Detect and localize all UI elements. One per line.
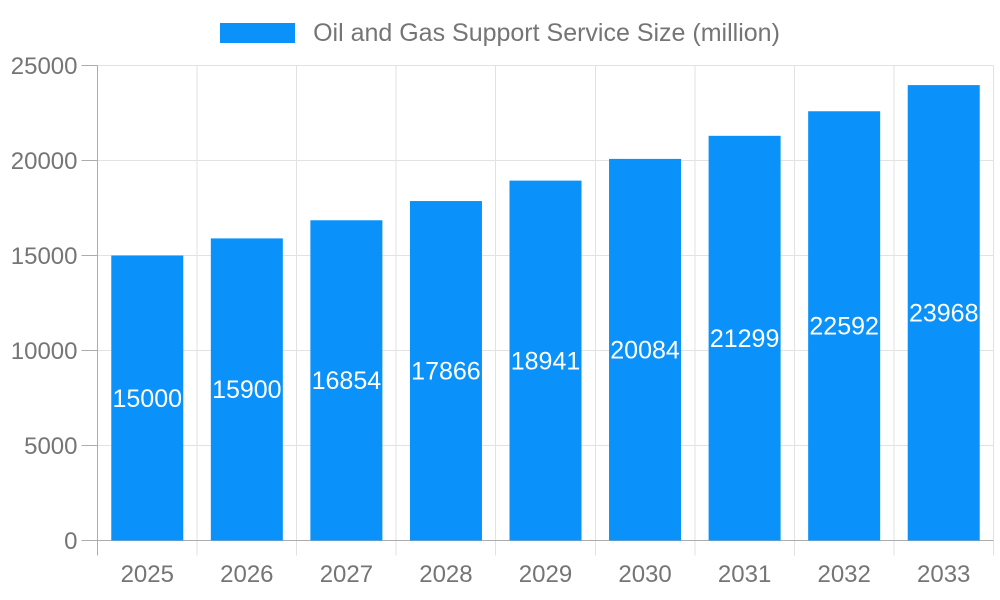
chart-legend[interactable]: Oil and Gas Support Service Size (millio…	[0, 10, 1000, 56]
bar-value-label: 16854	[312, 367, 382, 395]
x-axis-tick-label: 2030	[618, 561, 671, 588]
bar-value-label: 18941	[511, 347, 581, 375]
bar	[210, 238, 283, 541]
y-axis-tick-label: 20000	[11, 148, 78, 175]
bar-value-label: 23968	[909, 300, 979, 328]
bar-value-label: 15900	[212, 376, 282, 404]
bar	[609, 158, 682, 541]
y-axis-tick-label: 5000	[24, 433, 77, 460]
y-axis-tick-label: 0	[64, 528, 77, 555]
y-axis-tick-label: 10000	[11, 338, 78, 365]
y-axis-tick-label: 15000	[11, 243, 78, 270]
x-axis-tick-label: 2026	[220, 561, 273, 588]
bar-value-label: 21299	[710, 325, 780, 353]
legend-label: Oil and Gas Support Service Size (millio…	[313, 18, 780, 47]
y-axis-tick-label: 25000	[11, 53, 78, 80]
x-axis-tick-label: 2029	[519, 561, 572, 588]
bar	[907, 85, 980, 541]
x-axis-tick-label: 2025	[121, 561, 174, 588]
x-axis-tick-label: 2027	[320, 561, 373, 588]
bar	[708, 135, 781, 541]
bar	[808, 111, 881, 541]
legend-swatch	[220, 23, 296, 43]
bar	[509, 180, 582, 541]
x-axis-tick-label: 2033	[917, 561, 970, 588]
bar-value-label: 17866	[411, 358, 481, 386]
bar	[409, 201, 482, 541]
bar	[310, 220, 383, 541]
bar	[111, 255, 184, 541]
x-axis-tick-label: 2031	[718, 561, 771, 588]
bar-value-label: 20084	[610, 336, 680, 364]
x-axis-tick-label: 2032	[817, 561, 870, 588]
bar-value-label: 22592	[809, 313, 879, 341]
x-axis-tick-label: 2028	[419, 561, 472, 588]
bar-value-label: 15000	[113, 385, 183, 413]
